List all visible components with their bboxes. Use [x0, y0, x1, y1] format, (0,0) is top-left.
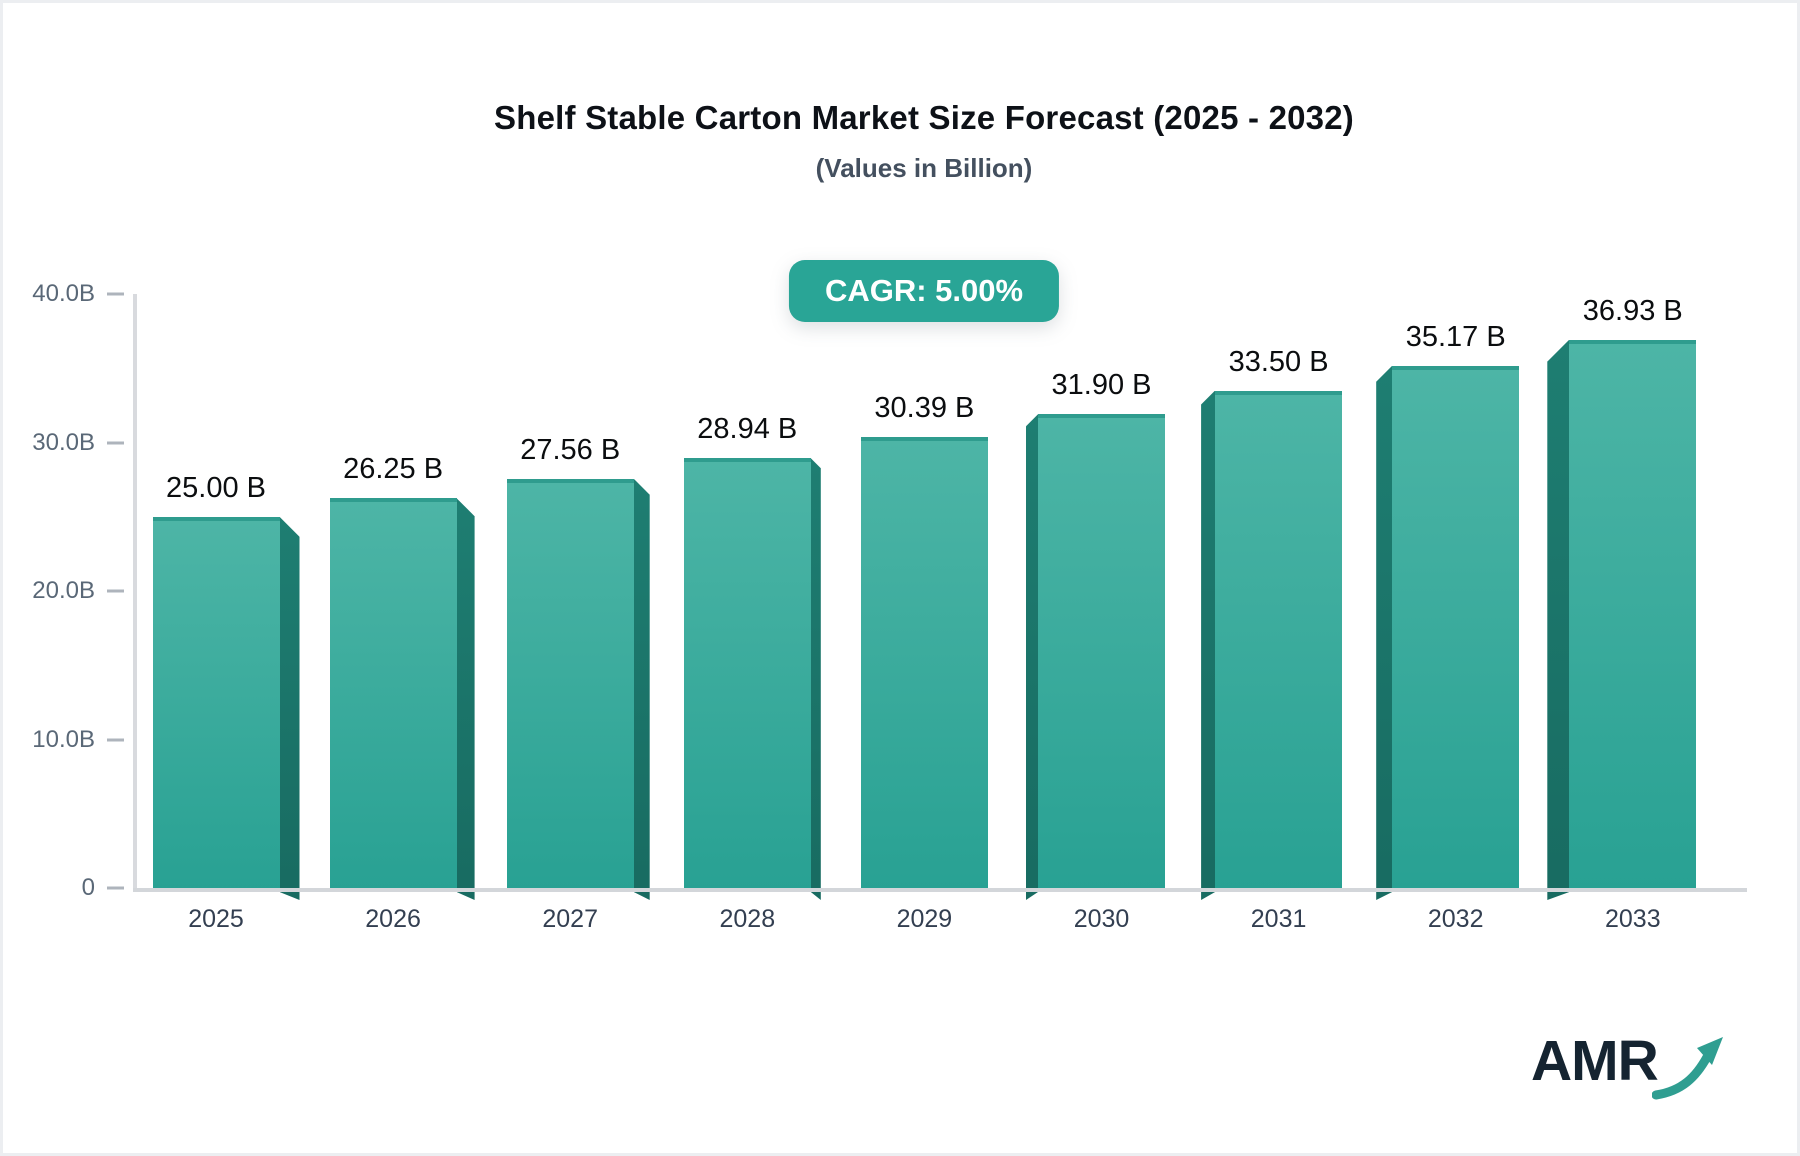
y-axis-tick-label: 10.0B: [32, 725, 95, 753]
x-axis-tick-label-2031: 2031: [1250, 905, 1307, 933]
bar-value-label-2032: 35.17 B: [1405, 320, 1506, 353]
bar-2030[interactable]: [1038, 414, 1165, 892]
x-axis-tick-label-2027: 2027: [542, 905, 598, 933]
bar-2033[interactable]: [1569, 339, 1697, 892]
y-axis-tick-mark: [107, 589, 124, 593]
chart-subtitle: (Values in Billion): [815, 153, 1033, 183]
bar-value-label-2026: 26.25 B: [343, 453, 444, 486]
chart-title: Shelf Stable Carton Market Size Forecast…: [494, 99, 1354, 136]
x-axis-tick-label-2032: 2032: [1427, 905, 1484, 933]
bar-value-label-2031: 33.50 B: [1228, 345, 1329, 378]
bar-2026[interactable]: [329, 498, 457, 892]
x-axis-tick-label-2030: 2030: [1073, 905, 1130, 933]
bar-2025[interactable]: [152, 516, 280, 892]
bar-value-label-2027: 27.56 B: [520, 433, 621, 466]
bar-3d-side-2032: [1376, 366, 1392, 900]
bar-3d-side-2028: [811, 458, 821, 900]
bar-2027[interactable]: [506, 478, 634, 892]
bar-2028[interactable]: [683, 458, 811, 892]
y-axis-tick-label: 20.0B: [32, 577, 95, 604]
bar-3d-side-2025: [280, 517, 300, 900]
growth-arrow-icon: [1651, 1037, 1723, 1100]
x-axis-tick-label-2033: 2033: [1604, 905, 1661, 933]
x-axis-tick-label-2026: 2026: [365, 905, 421, 933]
bar-value-label-2025: 25.00 B: [166, 471, 266, 504]
x-axis-tick-label-2029: 2029: [896, 905, 953, 933]
bar-3d-side-2033: [1547, 340, 1569, 900]
bar-value-label-2030: 31.90 B: [1051, 369, 1152, 402]
bar-value-label-2028: 28.94 B: [697, 413, 798, 446]
y-axis-tick-mark: [107, 441, 124, 444]
bar-3d-side-2027: [634, 479, 650, 900]
y-axis-tick-mark: [107, 292, 124, 296]
bar-2031[interactable]: [1215, 390, 1343, 892]
amr-logo-text: AMR: [1531, 1029, 1659, 1093]
x-axis-tick-label-2028: 2028: [719, 905, 776, 933]
y-axis-tick-mark: [107, 738, 124, 741]
bar-3d-side-2031: [1201, 391, 1215, 900]
bar-value-label-2029: 30.39 B: [874, 391, 975, 424]
bar-chart-plot-area: 40.0B 30.0B 20.0B 10.0B 0 25.00 B 2025 26.25 B 2…: [3, 3, 1797, 1153]
x-axis-tick-label-2025: 2025: [188, 905, 244, 933]
cagr-badge: CAGR: 5.00%: [788, 260, 1060, 322]
bar-value-label-2033: 36.93 B: [1582, 294, 1683, 327]
y-axis-line: [133, 294, 137, 892]
bar-3d-side-2030: [1026, 414, 1038, 900]
x-axis-line: [133, 888, 1747, 892]
amr-logo: AMR: [1531, 1033, 1726, 1101]
y-axis-tick-mark: [107, 886, 124, 890]
bar-2032[interactable]: [1392, 365, 1520, 892]
bar-3d-side-2026: [457, 498, 475, 900]
y-axis-tick-label: 0: [81, 874, 95, 901]
y-axis-tick-label: 30.0B: [32, 428, 95, 456]
y-axis-tick-label: 40.0B: [32, 280, 95, 307]
bar-2029[interactable]: [860, 436, 988, 892]
